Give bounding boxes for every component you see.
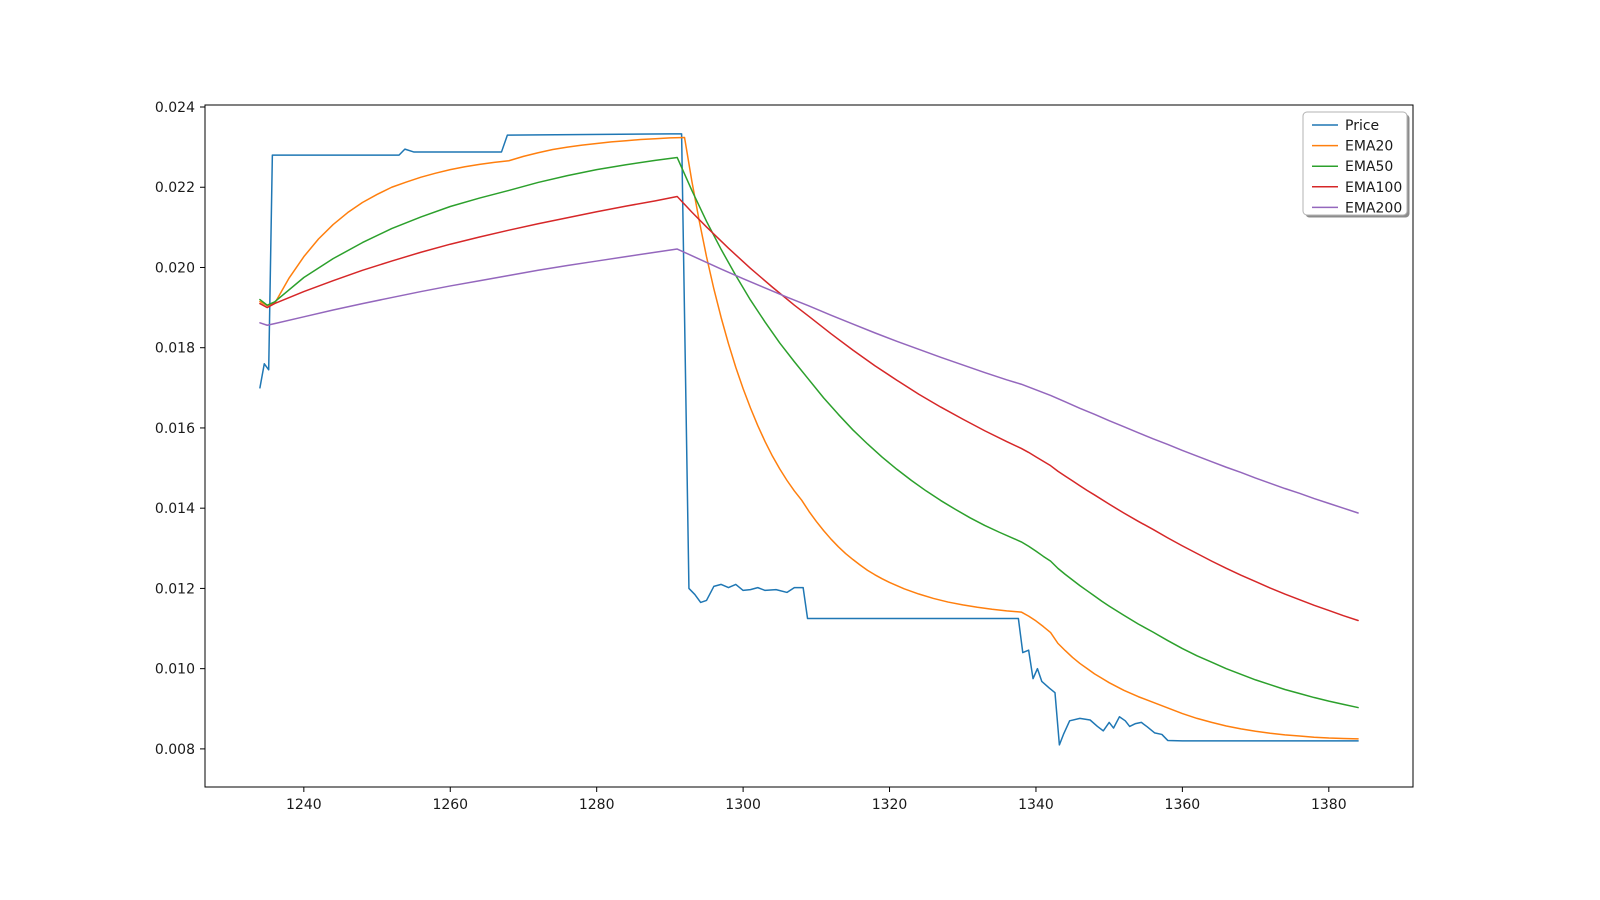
x-tick-label: 1260: [432, 797, 468, 813]
x-tick-label: 1320: [872, 797, 908, 813]
y-tick-label: 0.024: [155, 100, 195, 116]
axes-frame: [204, 104, 1414, 788]
y-tick-label: 0.022: [155, 180, 195, 196]
y-tick-label: 0.020: [155, 260, 195, 276]
x-tick-label: 1240: [286, 797, 322, 813]
x-tick-label: 1360: [1165, 797, 1201, 813]
series-ema200-line: [259, 248, 1359, 514]
series-ema20-line: [259, 136, 1359, 740]
x-tick-label: 1280: [579, 797, 615, 813]
series-ema50-line: [259, 156, 1359, 709]
y-tick-label: 0.018: [155, 341, 195, 357]
legend-box: [1302, 111, 1408, 216]
legend-label-ema50: EMA50: [1345, 159, 1393, 175]
y-tick-label: 0.014: [155, 501, 195, 517]
series-ema100-line: [259, 195, 1359, 622]
x-tick-label: 1340: [1018, 797, 1054, 813]
y-tick-label: 0.016: [155, 421, 195, 437]
y-tick-label: 0.012: [155, 581, 195, 597]
legend-label-price: Price: [1345, 118, 1379, 134]
legend-label-ema20: EMA20: [1345, 139, 1393, 155]
y-tick-label: 0.010: [155, 662, 195, 678]
x-tick-label: 1300: [725, 797, 761, 813]
y-tick-label: 0.008: [155, 742, 195, 758]
legend-label-ema200: EMA200: [1345, 200, 1402, 216]
series-price-line: [259, 133, 1359, 746]
legend-label-ema100: EMA100: [1345, 180, 1402, 196]
x-tick-label: 1380: [1311, 797, 1347, 813]
